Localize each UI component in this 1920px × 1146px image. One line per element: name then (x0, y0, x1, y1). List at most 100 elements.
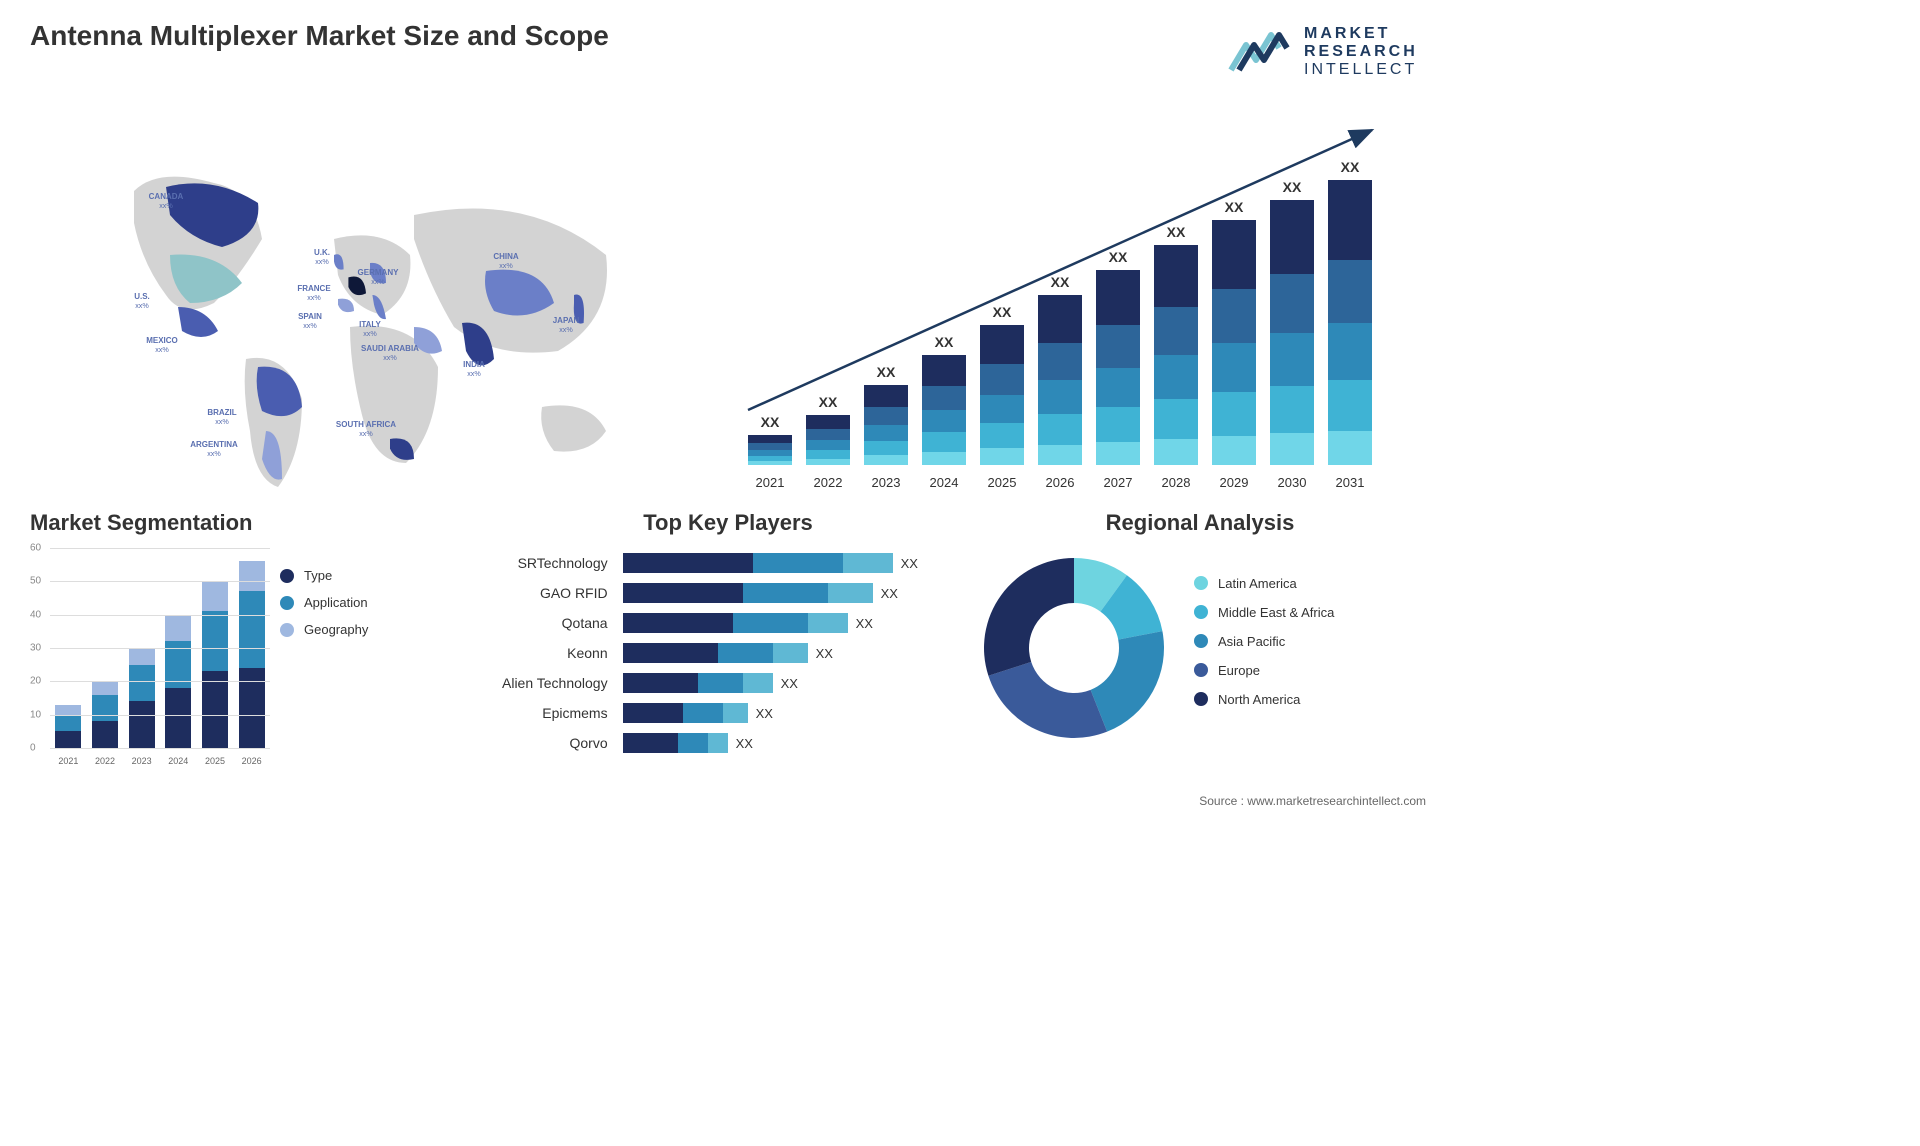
player-bar (623, 673, 773, 693)
segmentation-bar-segment (129, 665, 155, 702)
map-label: U.S. (134, 292, 150, 301)
growth-bar-segment (922, 386, 966, 410)
player-bar-segment (698, 673, 743, 693)
growth-bar-segment (1154, 307, 1198, 355)
segmentation-bar-segment (129, 648, 155, 665)
map-label: JAPAN (553, 316, 580, 325)
growth-bar-year: 2025 (980, 475, 1024, 490)
players-title: Top Key Players (502, 510, 954, 536)
growth-bar-value: XX (1212, 199, 1256, 215)
player-bar-segment (743, 583, 828, 603)
growth-bar (980, 325, 1024, 465)
regional-panel: Regional Analysis Latin America Middle Ea… (974, 510, 1426, 768)
segmentation-year: 2022 (95, 756, 115, 766)
growth-bar-year: 2028 (1154, 475, 1198, 490)
growth-bar-segment (1270, 333, 1314, 386)
map-label-value: xx% (363, 329, 377, 338)
map-label-value: xx% (559, 325, 573, 334)
growth-bar-value: XX (1328, 159, 1372, 175)
growth-bar (1212, 220, 1256, 465)
growth-bar-year: 2031 (1328, 475, 1372, 490)
legend-label: Middle East & Africa (1218, 605, 1334, 620)
segmentation-bar-segment (55, 731, 81, 748)
donut-slice (988, 662, 1107, 738)
player-bar (623, 733, 728, 753)
player-name: Keonn (502, 638, 608, 668)
growth-bar-value: XX (980, 304, 1024, 320)
growth-bar-segment (1328, 380, 1372, 431)
growth-bar-value: XX (1154, 224, 1198, 240)
gridline (50, 615, 270, 616)
player-row: XX (623, 608, 954, 638)
growth-bar-value: XX (864, 364, 908, 380)
growth-bar-year: 2021 (748, 475, 792, 490)
players-panel: Top Key Players SRTechnologyGAO RFIDQota… (502, 510, 954, 768)
segmentation-panel: Market Segmentation 20212022202320242025… (30, 510, 482, 768)
player-name: SRTechnology (502, 548, 608, 578)
growth-chart: XX2021XX2022XX2023XX2024XX2025XX2026XX20… (738, 95, 1426, 495)
growth-bar-year: 2027 (1096, 475, 1140, 490)
map-label-value: xx% (371, 277, 385, 286)
map-label: U.K. (314, 248, 330, 257)
player-bar-segment (743, 673, 773, 693)
map-label: INDIA (463, 360, 485, 369)
legend-dot (1194, 605, 1208, 619)
growth-bar-segment (1154, 439, 1198, 465)
legend-item: Geography (280, 622, 368, 637)
segmentation-bar: 2023 (129, 648, 155, 748)
map-label: BRAZIL (207, 408, 236, 417)
growth-bar-segment (1270, 274, 1314, 332)
growth-bar (1154, 245, 1198, 465)
player-bar-segment (623, 733, 678, 753)
regional-title: Regional Analysis (974, 510, 1426, 536)
map-label-value: xx% (215, 417, 229, 426)
player-value: XX (856, 616, 873, 631)
player-bar-segment (623, 703, 683, 723)
growth-bar (806, 415, 850, 465)
growth-bar-year: 2026 (1038, 475, 1082, 490)
player-row: XX (623, 548, 954, 578)
player-bar-segment (773, 643, 808, 663)
growth-bar-segment (980, 423, 1024, 448)
map-label: CHINA (493, 252, 519, 261)
gridline (50, 548, 270, 549)
player-value: XX (816, 646, 833, 661)
growth-bar-value: XX (922, 334, 966, 350)
logo: MARKET RESEARCH INTELLECT (1226, 20, 1426, 85)
segmentation-bar: 2021 (55, 705, 81, 748)
world-map: CANADAxx%U.S.xx%MEXICOxx%BRAZILxx%ARGENT… (30, 95, 718, 495)
growth-bar-segment (864, 455, 908, 465)
growth-bar-segment (1096, 368, 1140, 407)
legend-dot (1194, 576, 1208, 590)
legend-item: Europe (1194, 663, 1334, 678)
growth-bar-segment (1096, 407, 1140, 442)
gridline (50, 581, 270, 582)
map-region (338, 299, 354, 312)
segmentation-bar-segment (202, 611, 228, 671)
player-row: XX (623, 698, 954, 728)
map-label: ARGENTINA (190, 440, 238, 449)
player-bar-segment (808, 613, 848, 633)
map-region (178, 307, 218, 337)
growth-bar-year: 2024 (922, 475, 966, 490)
growth-bar-segment (922, 452, 966, 465)
player-bar (623, 703, 748, 723)
donut-slice (984, 558, 1074, 676)
segmentation-title: Market Segmentation (30, 510, 482, 536)
map-label-value: xx% (159, 201, 173, 210)
y-tick: 0 (30, 743, 36, 754)
player-bar-segment (623, 553, 753, 573)
page-title: Antenna Multiplexer Market Size and Scop… (30, 20, 609, 52)
growth-bar-segment (864, 441, 908, 455)
player-bar-segment (723, 703, 748, 723)
growth-bar-segment (1212, 392, 1256, 436)
player-name: GAO RFID (502, 578, 608, 608)
legend-label: Latin America (1218, 576, 1297, 591)
y-tick: 60 (30, 543, 41, 554)
player-row: XX (623, 638, 954, 668)
segmentation-bar-segment (165, 688, 191, 748)
source-text: Source : www.marketresearchintellect.com (1199, 794, 1426, 808)
growth-bar-segment (1212, 289, 1256, 343)
growth-bar (1328, 180, 1372, 465)
growth-bar-segment (748, 461, 792, 465)
